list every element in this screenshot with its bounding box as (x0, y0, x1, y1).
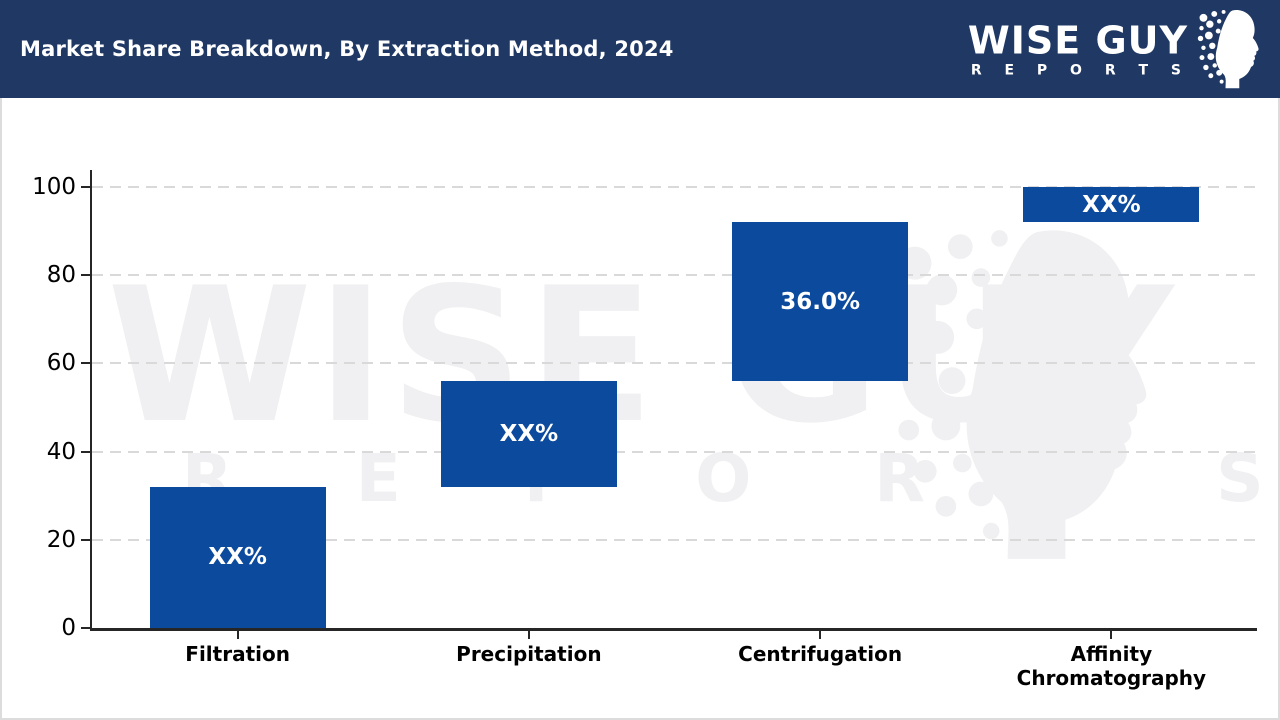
y-tick-mark-60 (81, 362, 90, 365)
brand-logo-text: WISE GUY R E P O R T S (968, 21, 1190, 77)
brand-name: WISE GUY (967, 18, 1189, 62)
x-tick-mark-filtration (236, 631, 239, 639)
y-tick-label-20: 20 (46, 526, 76, 553)
header-bar: Market Share Breakdown, By Extraction Me… (0, 0, 1280, 98)
bar-centrifugation: 36.0% (732, 222, 909, 382)
bar-precipitation: XX% (440, 381, 617, 487)
y-tick-label-40: 40 (46, 438, 76, 465)
bar-affinity-chromatography: XX% (1023, 187, 1200, 223)
category-label-affinity-chromatography: Affinity Chromatography (1016, 642, 1207, 690)
wiseguy-head-icon (1197, 9, 1259, 89)
gridline-100 (92, 186, 1257, 188)
y-tick-label-0: 0 (61, 615, 76, 641)
gridline-80 (92, 274, 1257, 277)
gridline-60 (92, 362, 1257, 365)
bar-value-label-centrifugation: 36.0% (780, 288, 861, 315)
bar-value-label-filtration: XX% (208, 544, 267, 571)
category-label-filtration: Filtration (185, 642, 290, 666)
y-tick-mark-20 (81, 538, 90, 541)
y-tick-label-100: 100 (32, 174, 76, 200)
y-tick-label-60: 60 (46, 350, 76, 377)
y-tick-label-80: 80 (46, 262, 76, 289)
brand-subtitle: R E P O R T S (970, 62, 1190, 78)
chart-panel: WISE GUY R E P O R T S 0 20 40 60 80 100 XX% Fi… (0, 98, 1280, 720)
bar-filtration: XX% (149, 486, 326, 628)
x-tick-mark-precipitation (527, 631, 530, 639)
y-tick-mark-80 (81, 274, 90, 277)
category-label-precipitation: Precipitation (456, 642, 602, 666)
category-label-centrifugation: Centrifugation (738, 642, 903, 666)
bar-value-label-affinity-chromatography: XX% (1082, 191, 1141, 218)
chart-title: Market Share Breakdown, By Extraction Me… (20, 37, 674, 61)
x-tick-mark-affinity-chromatography (1110, 631, 1113, 639)
y-tick-mark-0 (81, 627, 90, 629)
gridline-40 (92, 450, 1257, 453)
y-tick-mark-40 (81, 450, 90, 453)
x-tick-mark-centrifugation (819, 631, 822, 639)
gridline-20 (92, 538, 1257, 541)
plot-area: 0 20 40 60 80 100 XX% Filtration XX% Precipitatio… (32, 170, 1257, 690)
brand-logo: WISE GUY R E P O R T S (968, 9, 1260, 90)
y-tick-mark-100 (81, 186, 90, 188)
bar-value-label-precipitation: XX% (499, 420, 559, 447)
